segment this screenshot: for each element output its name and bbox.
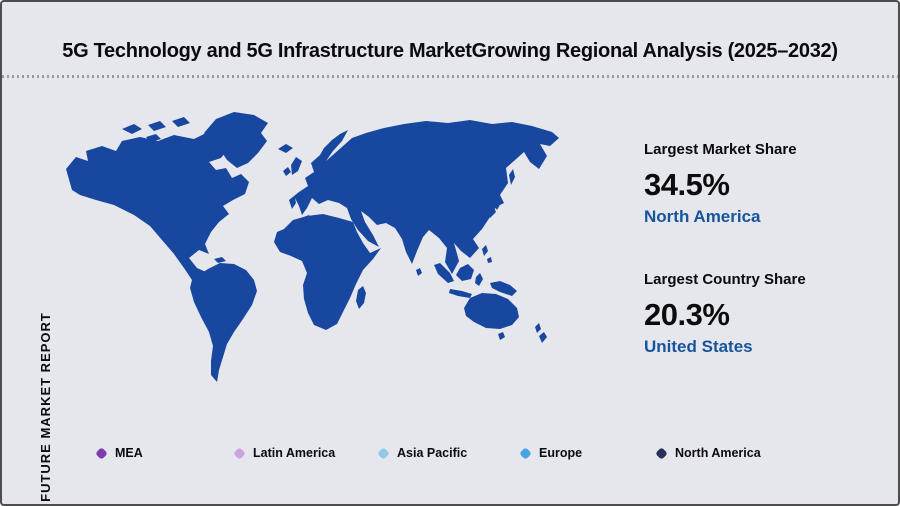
legend-item-europe: Europe	[519, 446, 583, 460]
stat-largest-country-share: Largest Country Share 20.3% United State…	[644, 271, 889, 357]
legend-item-mea: MEA	[95, 446, 143, 460]
legend-label: Asia Pacific	[397, 446, 468, 460]
legend-dot-icon	[377, 446, 390, 460]
islands-arctic	[122, 117, 190, 142]
legend-item-north-america: North America	[655, 446, 761, 460]
continent-north-america	[66, 133, 249, 290]
continent-africa	[274, 214, 381, 330]
stat-region: North America	[644, 207, 761, 226]
legend-dot-icon	[519, 446, 532, 460]
new-zealand	[535, 323, 547, 343]
legend-dot-icon	[655, 446, 668, 460]
legend-label: Europe	[539, 446, 583, 460]
sicily	[304, 215, 311, 221]
caribbean-islands	[214, 257, 226, 263]
legend-label: North America	[675, 446, 761, 460]
dotted-divider	[2, 75, 898, 78]
legend-label: Latin America	[253, 446, 336, 460]
legend-item-asia-pacific: Asia Pacific	[377, 446, 468, 460]
iceland	[278, 144, 293, 153]
greenland	[204, 112, 268, 168]
japan	[487, 196, 502, 218]
southeast-asia-islands	[434, 263, 517, 298]
legend-label: MEA	[115, 446, 143, 460]
world-map-svg	[66, 112, 559, 382]
stat-label: Largest Market Share	[644, 141, 797, 158]
continent-south-america	[190, 263, 257, 382]
world-map	[62, 90, 622, 422]
stat-value: 34.5%	[644, 167, 730, 202]
stat-label: Largest Country Share	[644, 271, 806, 288]
stat-region: United States	[644, 337, 753, 356]
madagascar	[356, 286, 366, 309]
tasmania	[498, 332, 505, 340]
page-title: 5G Technology and 5G Infrastructure Mark…	[62, 40, 838, 62]
continent-eurasia	[289, 120, 559, 274]
stat-largest-market-share: Largest Market Share 34.5% North America	[644, 141, 889, 227]
legend: MEA Latin America Asia Pacific Europe No…	[2, 446, 898, 474]
legend-dot-icon	[233, 446, 246, 460]
stats-panel: Largest Market Share 34.5% North America…	[644, 141, 889, 401]
sakhalin	[509, 169, 515, 185]
stat-value: 20.3%	[644, 297, 730, 332]
british-isles	[283, 157, 302, 176]
philippines	[482, 245, 492, 263]
legend-dot-icon	[95, 446, 108, 460]
australia	[464, 293, 519, 329]
legend-item-latin-america: Latin America	[233, 446, 336, 460]
sri-lanka	[416, 268, 422, 276]
